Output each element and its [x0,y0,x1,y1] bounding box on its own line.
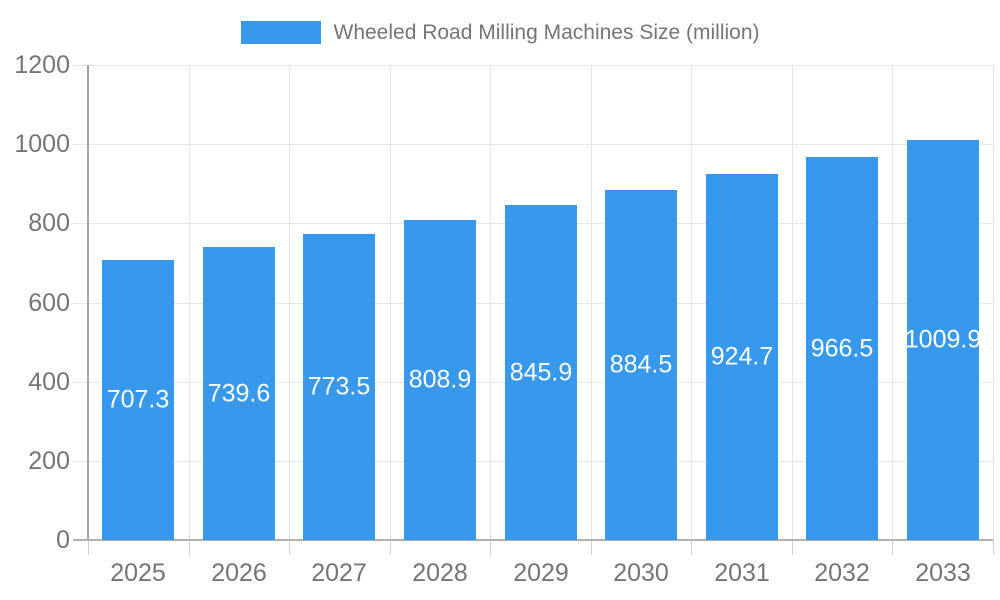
x-axis-tick [390,540,391,555]
bar-value-label: 924.7 [710,342,774,371]
bar-value-label: 808.9 [408,365,472,394]
h-gridline [73,144,993,145]
y-axis-label: 600 [28,289,70,317]
bar[interactable]: 773.5 [303,234,375,540]
y-axis-label: 1000 [14,130,70,158]
v-gridline [993,65,994,540]
x-axis-label: 2025 [110,559,166,587]
y-axis-label: 400 [28,368,70,396]
bar-value-label: 845.9 [509,358,573,386]
y-axis-label: 0 [56,526,70,554]
x-axis-tick [591,540,592,555]
x-axis-label: 2030 [613,559,669,587]
x-axis-line [73,539,993,541]
x-axis-label: 2029 [513,559,569,587]
x-axis-tick [189,540,190,555]
bar-value-label: 739.6 [207,379,271,407]
x-axis-label: 2033 [915,559,971,587]
x-axis-tick [289,540,290,555]
x-axis-tick [892,540,893,555]
x-axis-tick [691,540,692,555]
x-axis-label: 2027 [311,559,367,587]
bar[interactable]: 924.7 [706,174,778,540]
v-gridline [289,65,290,540]
bar-value-label: 1009.9 [904,325,982,354]
bar[interactable]: 739.6 [203,247,275,540]
v-gridline [390,65,391,540]
y-axis-line [87,65,89,540]
v-gridline [490,65,491,540]
v-gridline [892,65,893,540]
y-axis-label: 1200 [14,51,70,79]
bar[interactable]: 1009.9 [904,140,982,540]
bar-value-label: 884.5 [609,350,673,379]
y-axis-label: 200 [28,447,70,475]
h-gridline [73,65,993,66]
bar[interactable]: 808.9 [404,220,476,540]
v-gridline [792,65,793,540]
legend-label: Wheeled Road Milling Machines Size (mill… [333,20,760,44]
v-gridline [189,65,190,540]
x-axis-tick [993,540,994,555]
bar-value-label: 966.5 [810,334,874,362]
v-gridline [691,65,692,540]
legend-swatch [240,21,321,44]
x-axis-label: 2032 [814,559,870,587]
x-axis-tick [490,540,491,555]
bar[interactable]: 707.3 [102,260,174,540]
x-axis-label: 2026 [211,559,267,587]
bar-value-label: 773.5 [307,372,371,401]
bar[interactable]: 884.5 [605,190,677,540]
bar[interactable]: 966.5 [806,157,878,540]
y-axis-label: 800 [28,209,70,237]
bar[interactable]: 845.9 [505,205,577,540]
v-gridline [591,65,592,540]
x-axis-label: 2031 [714,559,770,587]
chart-legend: Wheeled Road Milling Machines Size (mill… [0,21,1000,44]
x-axis-tick [792,540,793,555]
bar-value-label: 707.3 [106,385,170,414]
x-axis-tick [88,540,89,555]
x-axis-label: 2028 [412,559,468,587]
